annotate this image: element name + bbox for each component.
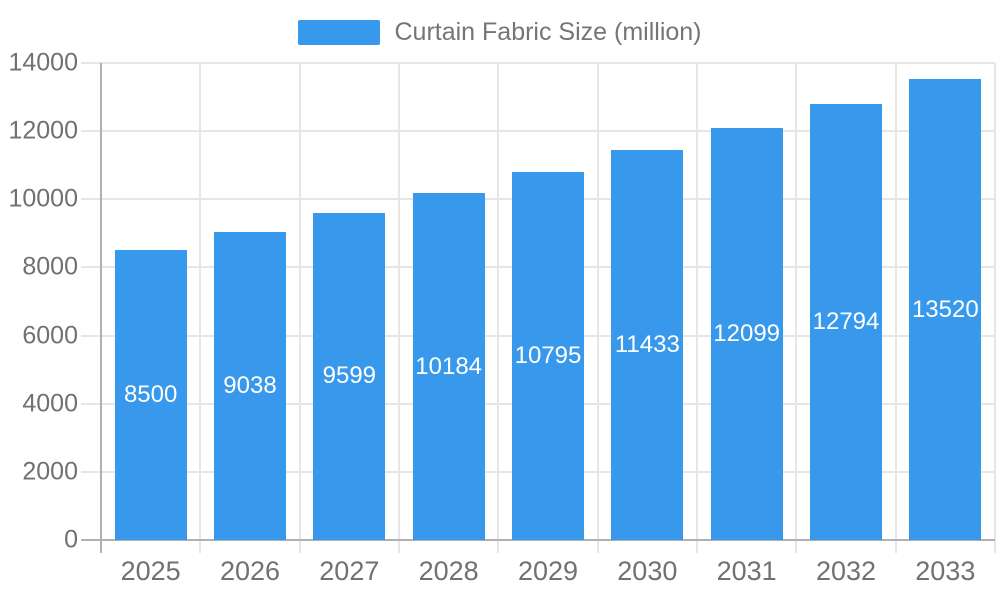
x-axis-labels: 2025 2026 2027 2028 2029 2030 2031 2032 2033 <box>101 558 995 592</box>
x-axis-tick-label: 2028 <box>418 556 479 586</box>
bar: 9599 <box>313 212 386 540</box>
bar: 8500 <box>114 250 187 540</box>
gridline-horizontal <box>81 62 995 64</box>
bar: 10795 <box>512 172 584 540</box>
legend-swatch <box>298 20 381 45</box>
y-axis-labels: 0 2000 4000 6000 8000 10000 12000 14000 <box>0 50 78 552</box>
gridline-vertical <box>199 63 202 553</box>
gridline-vertical <box>894 63 897 553</box>
gridline-vertical <box>497 63 500 553</box>
x-axis-tick-label: 2029 <box>517 556 579 586</box>
y-axis-tick-label: 0 <box>64 525 78 554</box>
bar: 12794 <box>810 104 882 540</box>
bar: 11433 <box>611 150 684 540</box>
gridline-vertical <box>397 63 400 553</box>
bar-value-label: 9599 <box>322 362 377 390</box>
plot-area: 8500 9038 9599 10184 10795 11433 12099 12794 135… <box>81 62 996 553</box>
bar-value-label: 9038 <box>223 372 277 400</box>
x-axis-tick-label: 2025 <box>120 556 181 586</box>
y-axis-tick-label: 6000 <box>22 321 78 350</box>
x-axis-tick-label: 2032 <box>815 556 877 586</box>
bar: 9038 <box>213 232 286 540</box>
gridline-vertical <box>795 63 798 553</box>
y-axis-tick-label: 4000 <box>22 389 78 418</box>
legend-item[interactable]: Curtain Fabric Size (million) <box>298 18 702 46</box>
bar-value-label: 13520 <box>911 295 979 323</box>
bar: 10184 <box>412 193 485 540</box>
x-axis-tick-label: 2033 <box>915 556 976 586</box>
y-axis-line <box>100 63 102 553</box>
x-axis-line <box>81 539 995 541</box>
y-axis-tick-label: 12000 <box>8 116 78 145</box>
y-axis-tick-label: 2000 <box>22 457 78 486</box>
x-axis-tick-label: 2030 <box>617 556 678 586</box>
y-axis-tick-label: 10000 <box>8 184 78 213</box>
x-axis-tick-label: 2031 <box>716 556 777 586</box>
bar-value-label: 12794 <box>812 308 880 336</box>
bar-value-label: 8500 <box>123 381 178 409</box>
gridline-horizontal <box>81 130 995 133</box>
y-axis-tick-label: 14000 <box>8 48 78 77</box>
gridline-vertical <box>298 63 301 553</box>
bar-value-label: 12099 <box>713 319 781 347</box>
legend-label: Curtain Fabric Size (million) <box>394 18 702 46</box>
bar: 13520 <box>909 79 982 540</box>
gridline-vertical <box>596 63 599 553</box>
gridline-vertical <box>695 63 698 553</box>
y-axis-tick-label: 8000 <box>22 252 78 281</box>
bar-value-label: 10184 <box>415 352 483 380</box>
bar-value-label: 10795 <box>514 342 582 370</box>
x-axis-tick-label: 2026 <box>219 556 281 586</box>
legend: Curtain Fabric Size (million) <box>0 20 1000 45</box>
bar: 12099 <box>710 127 783 540</box>
bar-value-label: 11433 <box>614 331 680 359</box>
x-axis-tick-label: 2027 <box>319 556 380 586</box>
gridline-vertical <box>994 63 996 553</box>
